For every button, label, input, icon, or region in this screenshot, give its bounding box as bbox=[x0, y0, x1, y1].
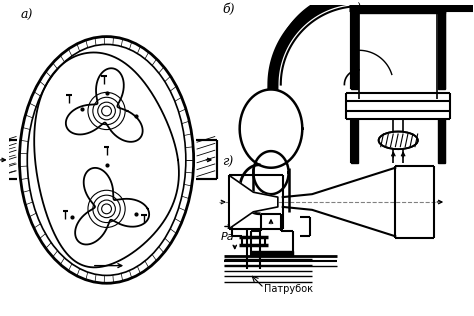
Bar bbox=[351, 5, 445, 13]
Text: Pа: Pа bbox=[221, 232, 235, 242]
Polygon shape bbox=[351, 119, 358, 163]
Polygon shape bbox=[438, 119, 445, 163]
Ellipse shape bbox=[19, 37, 194, 283]
Text: в): в) bbox=[349, 3, 361, 16]
Text: а): а) bbox=[20, 9, 33, 22]
Ellipse shape bbox=[379, 131, 418, 149]
Bar bbox=[251, 251, 292, 256]
Text: г): г) bbox=[222, 156, 233, 169]
Bar bbox=[351, 5, 445, 89]
Bar bbox=[196, 140, 217, 179]
Polygon shape bbox=[351, 5, 358, 89]
Polygon shape bbox=[231, 177, 278, 228]
Text: Патрубок: Патрубок bbox=[264, 284, 313, 294]
Polygon shape bbox=[438, 5, 445, 89]
Ellipse shape bbox=[27, 45, 186, 276]
Text: б): б) bbox=[222, 3, 235, 16]
Bar bbox=[0, 140, 18, 179]
